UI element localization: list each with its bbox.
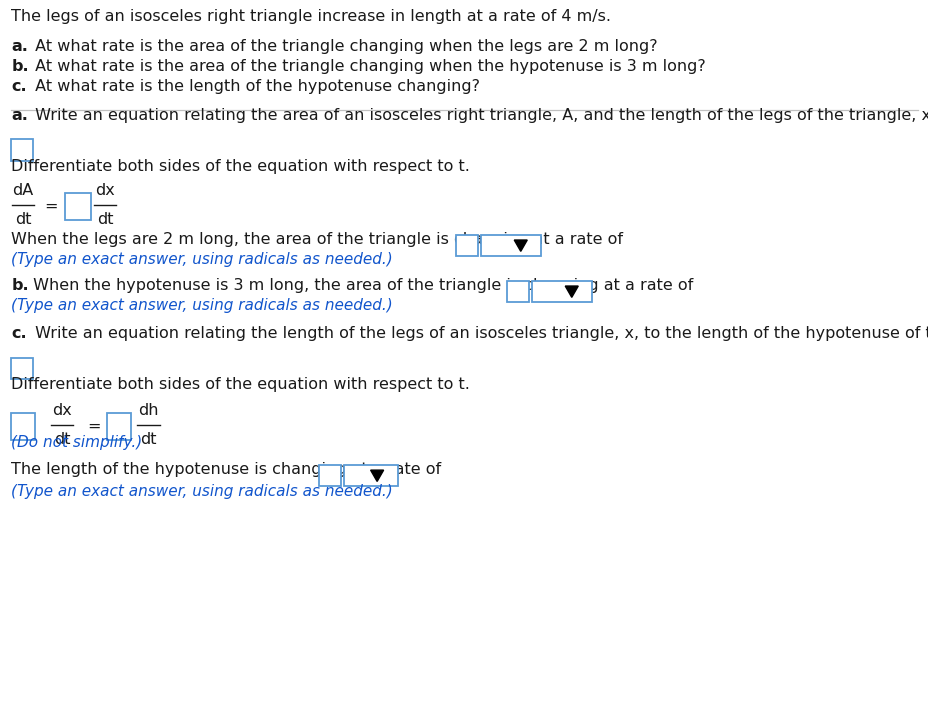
FancyBboxPatch shape [481,235,541,256]
Text: dx: dx [95,183,115,198]
Text: (Type an exact answer, using radicals as needed.): (Type an exact answer, using radicals as… [11,484,393,498]
Text: dx: dx [52,403,72,418]
Text: At what rate is the area of the triangle changing when the hypotenuse is 3 m lon: At what rate is the area of the triangle… [31,59,705,74]
Text: a.: a. [11,39,28,54]
Text: When the legs are 2 m long, the area of the triangle is changing at a rate of: When the legs are 2 m long, the area of … [11,232,623,247]
FancyBboxPatch shape [11,139,33,161]
Text: Write an equation relating the length of the legs of an isosceles triangle, x, t: Write an equation relating the length of… [31,326,928,341]
Text: At what rate is the area of the triangle changing when the legs are 2 m long?: At what rate is the area of the triangle… [31,39,657,54]
Text: a.: a. [11,108,28,123]
Text: The length of the hypotenuse is changing at a rate of: The length of the hypotenuse is changing… [11,462,441,477]
Text: dt: dt [97,212,113,227]
FancyBboxPatch shape [456,235,478,256]
FancyBboxPatch shape [65,193,91,220]
Text: When the hypotenuse is 3 m long, the area of the triangle is changing at a rate : When the hypotenuse is 3 m long, the are… [28,278,692,293]
Text: (Do not simplify.): (Do not simplify.) [11,435,142,450]
Text: Differentiate both sides of the equation with respect to t.: Differentiate both sides of the equation… [11,377,470,392]
Text: b.: b. [11,278,29,293]
FancyBboxPatch shape [506,281,528,302]
Text: dt: dt [140,432,157,447]
Text: (Type an exact answer, using radicals as needed.): (Type an exact answer, using radicals as… [11,252,393,267]
Polygon shape [370,470,383,481]
Text: =: = [45,199,58,214]
FancyBboxPatch shape [531,281,591,302]
Text: Write an equation relating the area of an isosceles right triangle, A, and the l: Write an equation relating the area of a… [31,108,928,123]
Text: Differentiate both sides of the equation with respect to t.: Differentiate both sides of the equation… [11,159,470,174]
FancyBboxPatch shape [11,413,35,440]
Text: =: = [87,418,101,433]
FancyBboxPatch shape [343,465,397,486]
Text: c.: c. [11,326,27,341]
FancyBboxPatch shape [318,465,341,486]
Text: c.: c. [11,79,27,93]
Text: (Type an exact answer, using radicals as needed.): (Type an exact answer, using radicals as… [11,298,393,313]
Text: dt: dt [54,432,71,447]
Text: dh: dh [138,403,159,418]
Text: At what rate is the length of the hypotenuse changing?: At what rate is the length of the hypote… [31,79,480,93]
Text: dt: dt [15,212,32,227]
Text: dA: dA [13,183,33,198]
FancyBboxPatch shape [11,358,33,379]
FancyBboxPatch shape [107,413,131,440]
Polygon shape [514,240,527,251]
Text: The legs of an isosceles right triangle increase in length at a rate of 4 m/s.: The legs of an isosceles right triangle … [11,9,611,24]
Polygon shape [564,286,577,297]
Text: b.: b. [11,59,29,74]
